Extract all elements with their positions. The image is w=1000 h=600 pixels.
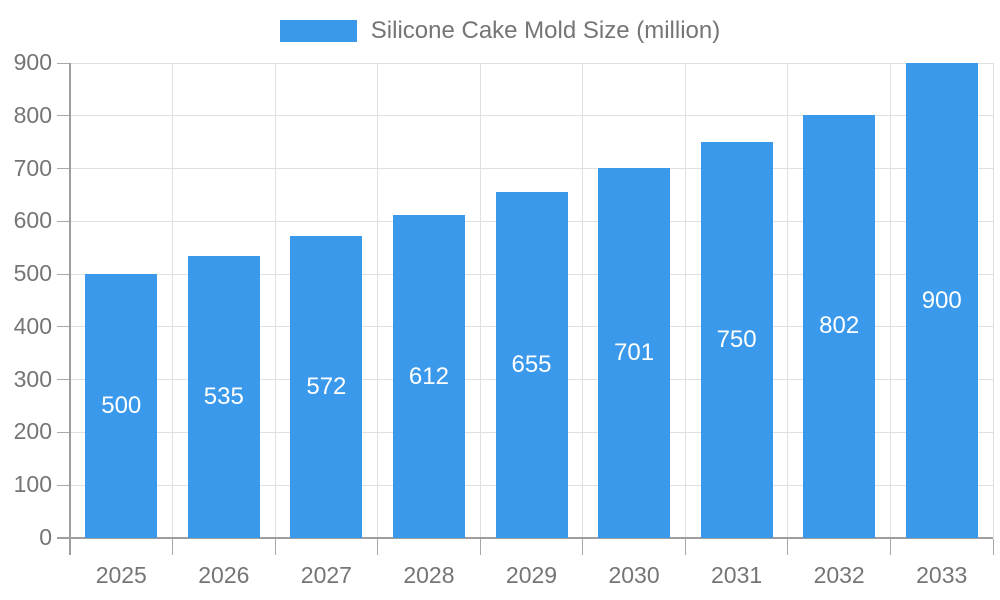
- x-axis-tick-label: 2025: [95, 562, 147, 588]
- v-gridline: [787, 63, 789, 538]
- x-tick: [582, 539, 584, 555]
- y-axis-tick-label: 700: [13, 154, 52, 181]
- v-gridline: [992, 63, 994, 538]
- y-tick: [57, 62, 70, 64]
- y-axis-tick-label: 500: [13, 260, 52, 287]
- x-tick: [172, 539, 174, 555]
- y-tick: [57, 379, 70, 381]
- y-axis-line: [69, 63, 71, 555]
- v-gridline: [889, 63, 891, 538]
- y-axis-tick-label: 400: [13, 312, 52, 339]
- x-axis-tick-label: 2028: [403, 562, 455, 588]
- h-gridline: [70, 62, 993, 64]
- bar[interactable]: [392, 215, 465, 538]
- x-axis-tick-label: 2033: [916, 562, 968, 588]
- x-tick: [992, 539, 994, 555]
- chart-legend[interactable]: Silicone Cake Mold Size (million): [0, 17, 1000, 45]
- y-axis-tick-label: 200: [13, 418, 52, 445]
- x-axis-tick-label: 2030: [608, 562, 660, 588]
- y-axis-tick-label: 300: [13, 365, 52, 392]
- legend-label: Silicone Cake Mold Size (million): [370, 17, 721, 44]
- h-gridline: [70, 115, 993, 117]
- y-axis-tick-label: 600: [13, 207, 52, 234]
- y-tick: [57, 220, 70, 222]
- y-tick: [57, 431, 70, 433]
- h-gridline: [70, 168, 993, 170]
- bar[interactable]: [905, 63, 978, 538]
- v-gridline: [377, 63, 379, 538]
- x-tick: [889, 539, 891, 555]
- bar[interactable]: [495, 192, 568, 538]
- y-axis-tick-label: 0: [39, 524, 52, 550]
- y-tick: [57, 326, 70, 328]
- x-axis-tick-label: 2032: [813, 562, 865, 588]
- x-tick: [479, 539, 481, 555]
- bar[interactable]: [700, 142, 773, 538]
- x-tick: [684, 539, 686, 555]
- bar[interactable]: [290, 236, 363, 538]
- x-axis-tick-label: 2031: [711, 562, 763, 588]
- x-axis-tick-label: 2026: [198, 562, 250, 588]
- bar[interactable]: [598, 168, 671, 538]
- x-axis-line: [57, 537, 993, 539]
- x-axis-tick-label: 2029: [505, 562, 558, 588]
- x-tick: [274, 539, 276, 555]
- v-gridline: [479, 63, 481, 538]
- y-tick: [57, 273, 70, 275]
- y-tick: [57, 484, 70, 486]
- v-gridline: [684, 63, 686, 538]
- v-gridline: [582, 63, 584, 538]
- bar[interactable]: [187, 255, 260, 538]
- y-tick: [57, 115, 70, 117]
- x-tick: [787, 539, 789, 555]
- bar[interactable]: [803, 114, 876, 538]
- legend-color-swatch: [279, 20, 357, 42]
- x-axis-tick-label: 2027: [300, 562, 352, 588]
- y-axis-tick-label: 900: [13, 49, 52, 75]
- v-gridline: [274, 63, 276, 538]
- y-axis-tick-label: 100: [13, 471, 52, 498]
- bar[interactable]: [85, 274, 158, 538]
- x-tick: [377, 539, 379, 555]
- v-gridline: [172, 63, 174, 538]
- y-axis-tick-label: 800: [13, 101, 52, 128]
- y-tick: [57, 168, 70, 170]
